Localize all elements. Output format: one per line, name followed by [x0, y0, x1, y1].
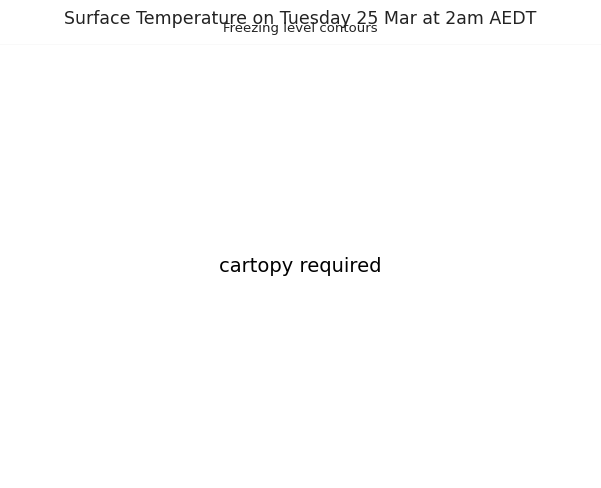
Text: Freezing level contours: Freezing level contours: [223, 22, 378, 35]
Text: Surface Temperature on Tuesday 25 Mar at 2am AEDT: Surface Temperature on Tuesday 25 Mar at…: [64, 10, 537, 28]
Text: cartopy required: cartopy required: [219, 257, 382, 276]
